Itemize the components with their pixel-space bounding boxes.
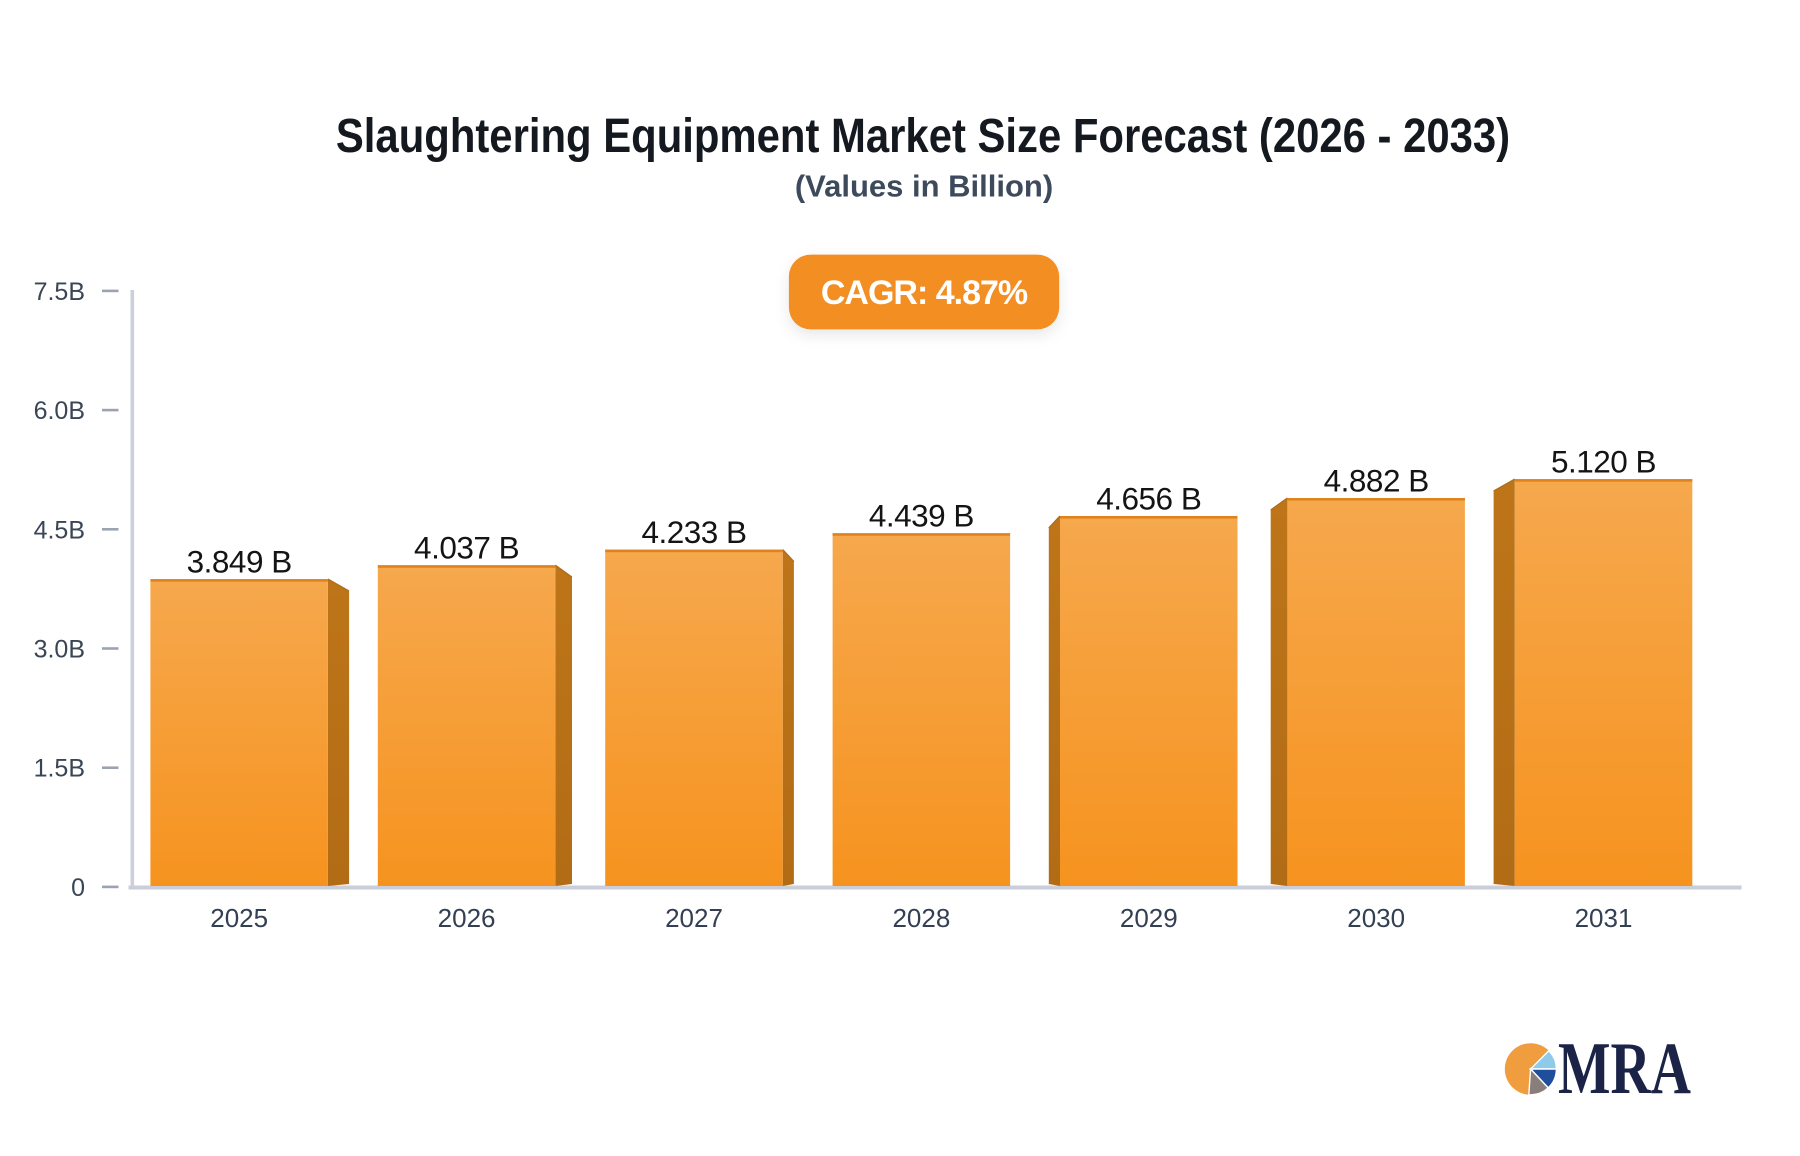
svg-text:(Values in Billion): (Values in Billion) [795,169,1053,204]
svg-text:7.5B: 7.5B [34,278,85,306]
svg-text:2026: 2026 [438,903,496,933]
svg-text:4.882 B: 4.882 B [1324,463,1429,499]
svg-text:2027: 2027 [665,903,723,933]
svg-text:1.5B: 1.5B [34,755,85,783]
svg-text:MRA: MRA [1558,1028,1691,1109]
svg-text:4.439 B: 4.439 B [869,498,974,534]
svg-text:0: 0 [71,874,85,902]
svg-text:2031: 2031 [1575,903,1633,933]
svg-text:Slaughtering Equipment Market: Slaughtering Equipment Market Size Forec… [336,108,1510,162]
svg-text:6.0B: 6.0B [34,397,85,425]
svg-text:3.849 B: 3.849 B [187,544,292,580]
svg-text:2030: 2030 [1347,903,1405,933]
svg-text:5.120 B: 5.120 B [1551,444,1656,480]
svg-text:3.0B: 3.0B [34,636,85,664]
svg-text:2029: 2029 [1120,903,1178,933]
svg-text:4.037 B: 4.037 B [414,530,519,566]
svg-text:4.5B: 4.5B [34,516,85,544]
svg-text:2025: 2025 [210,903,268,933]
svg-text:4.233 B: 4.233 B [641,514,746,550]
svg-text:CAGR: 4.87%: CAGR: 4.87% [821,274,1028,312]
svg-text:2028: 2028 [892,903,950,933]
svg-text:4.656 B: 4.656 B [1096,481,1201,517]
